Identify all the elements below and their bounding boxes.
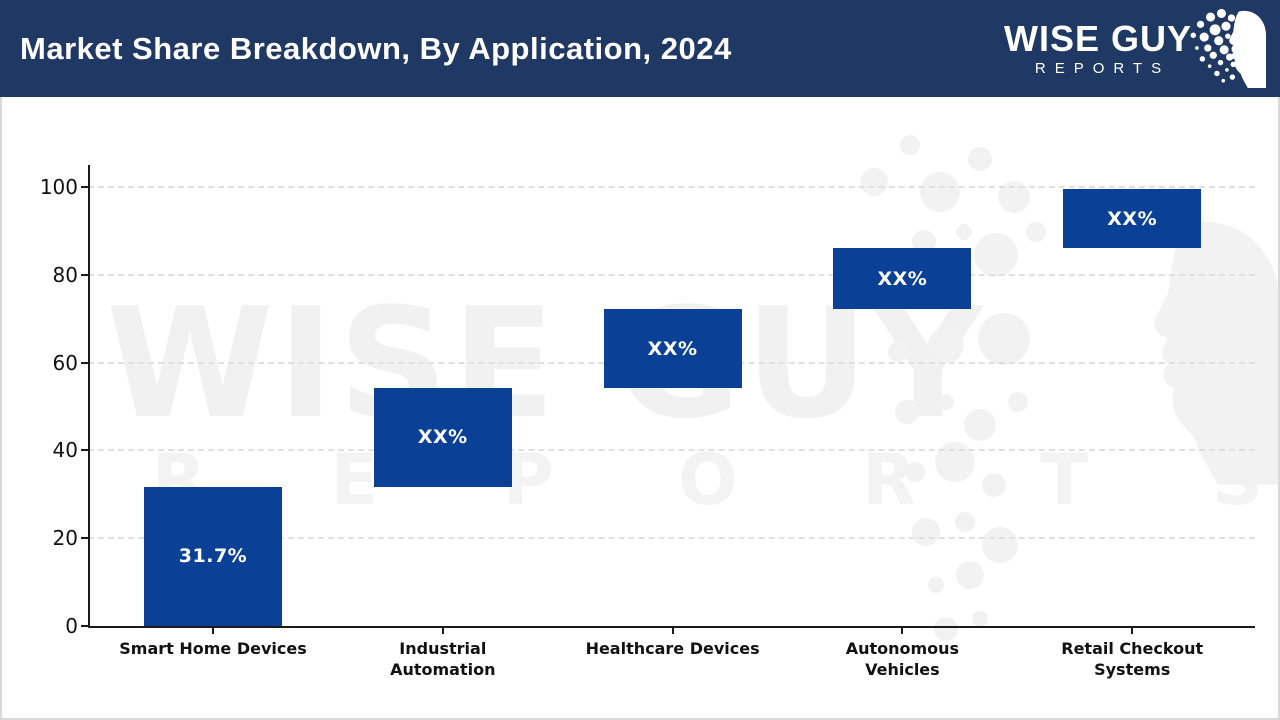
category-label-line: Healthcare Devices <box>585 639 760 658</box>
y-tick-label: 60 <box>52 350 78 375</box>
category-label: Autonomous Vehicles <box>787 638 1017 680</box>
y-tick-mark <box>81 449 88 452</box>
y-tick-mark <box>81 625 88 627</box>
bar-value-label: XX% <box>1107 207 1158 230</box>
y-tick-label: 100 <box>39 175 78 199</box>
y-gridline <box>88 186 1255 188</box>
category-label-line: Vehicles <box>865 660 940 679</box>
category-label-line: Systems <box>1094 660 1171 679</box>
y-tick-label: 0 <box>65 614 78 638</box>
y-tick-mark <box>81 273 88 276</box>
x-tick-mark <box>212 628 214 634</box>
bar-value-label: XX% <box>647 337 698 360</box>
category-label: Healthcare Devices <box>558 638 788 659</box>
x-tick-mark <box>441 628 444 634</box>
bar-segment: XX% <box>833 248 972 310</box>
category-label-line: Autonomous <box>845 639 960 658</box>
y-tick-mark <box>81 537 88 540</box>
bar-segment: XX% <box>1063 189 1202 248</box>
y-tick-mark <box>81 186 88 188</box>
x-tick-mark <box>901 628 904 634</box>
y-tick-label: 40 <box>52 438 78 463</box>
y-tick-label: 20 <box>52 526 78 551</box>
category-label: Industrial Automation <box>328 638 558 680</box>
x-tick-mark <box>1131 628 1134 634</box>
y-gridline <box>88 537 1255 540</box>
category-label-line: Smart Home Devices <box>119 639 307 658</box>
y-tick-label: 80 <box>52 262 78 287</box>
category-label-line: Retail Checkout <box>1061 639 1204 658</box>
bar-segment: XX% <box>603 309 742 389</box>
bar-segment: XX% <box>373 388 512 487</box>
logo-head-icon <box>1190 8 1266 88</box>
y-axis-line <box>88 165 90 628</box>
wise-guy-logo: WISE GUY REPORTS <box>1004 6 1266 90</box>
bar-value-label: XX% <box>417 426 468 449</box>
x-tick-mark <box>671 628 674 634</box>
category-label-line: Industrial <box>399 639 487 658</box>
logo-line1: WISE GUY <box>1003 18 1192 59</box>
x-axis-line <box>88 626 1255 628</box>
bar-segment: 31.7% <box>144 486 282 626</box>
category-label: Retail Checkout Systems <box>1017 638 1247 680</box>
category-label: Smart Home Devices <box>98 638 328 659</box>
chart-plot-area: 0 20 40 60 80 100 31.7% Smart Home Devices XX% In… <box>2 97 1278 718</box>
logo-line2: REPORTS <box>1034 60 1171 77</box>
header-bar: Market Share Breakdown, By Application, … <box>0 0 1280 97</box>
watermark-text-2: R E P O R T S <box>152 439 1280 521</box>
bar-value-label: 31.7% <box>178 545 248 568</box>
chart-area: WISE GUY R E P O R T S 0 20 40 60 80 100 31.7%… <box>0 97 1280 720</box>
y-gridline <box>88 273 1255 276</box>
y-tick-mark <box>81 361 88 364</box>
category-label-line: Automation <box>390 660 496 679</box>
bar-value-label: XX% <box>877 267 928 290</box>
logo-wordmark: WISE GUY REPORTS <box>1003 18 1192 78</box>
chart-title: Market Share Breakdown, By Application, … <box>20 30 732 66</box>
y-gridline <box>88 449 1255 452</box>
